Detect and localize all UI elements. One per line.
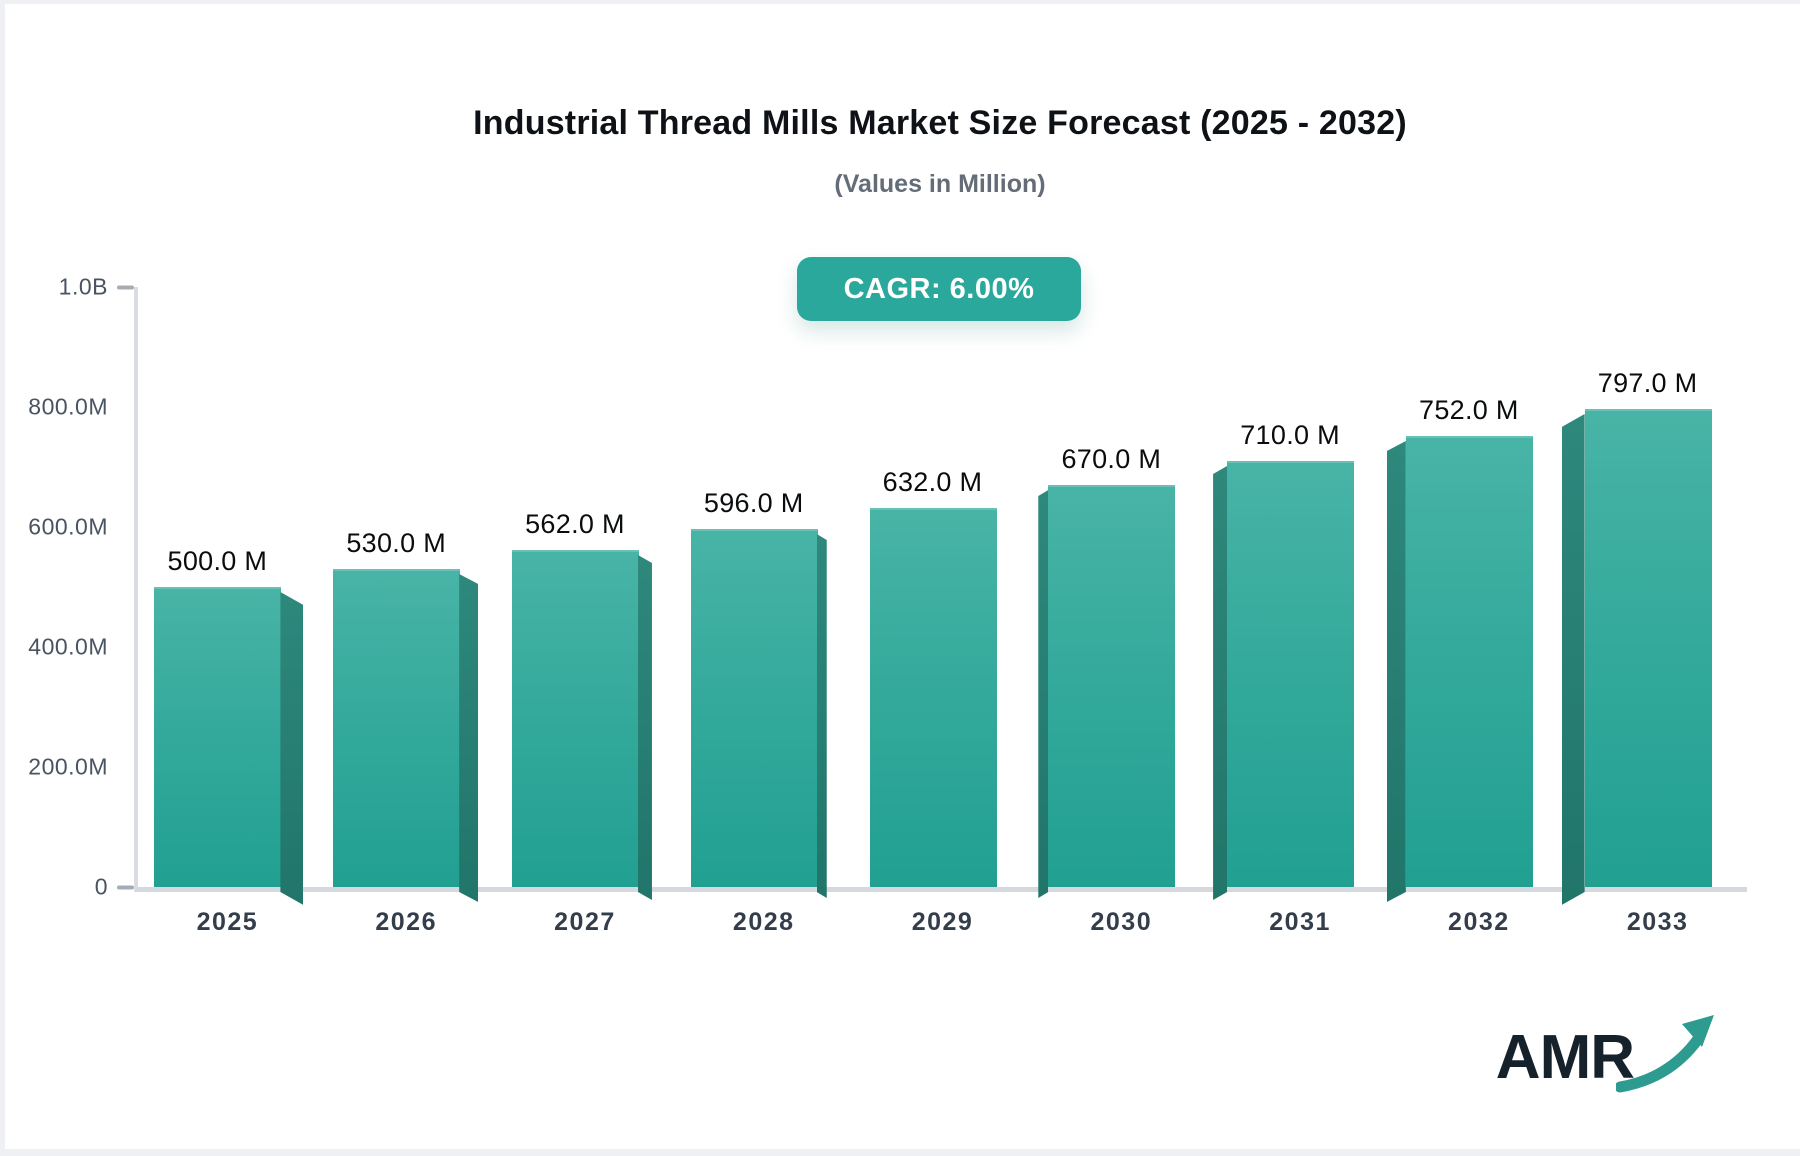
x-axis-label-2025: 2025 xyxy=(196,908,259,936)
bar-face xyxy=(154,587,282,887)
bar-side xyxy=(1562,414,1585,905)
bar-2033: 797.0 M xyxy=(1558,287,1737,887)
bar-face xyxy=(690,529,818,887)
plot-area: 500.0 M 530.0 M 562.0 M 596.0 M 632.0 M 670.0… xyxy=(134,287,1747,892)
bar-face xyxy=(1227,461,1355,887)
cagr-badge: CAGR: 6.00% xyxy=(797,257,1081,321)
bar-face xyxy=(333,569,461,887)
y-tick: 600.0M xyxy=(28,514,134,541)
bar-2025: 500.0 M xyxy=(128,287,307,887)
x-axis-label-2030: 2030 xyxy=(1090,908,1153,936)
bar-side xyxy=(280,592,303,905)
bar-side xyxy=(459,574,478,902)
bar-2029: 632.0 M xyxy=(843,287,1022,887)
y-tick: 0 xyxy=(95,874,134,901)
cagr-badge-label: CAGR: 6.00% xyxy=(843,272,1035,305)
y-tick: 200.0M xyxy=(28,754,134,781)
bar-2032: 752.0 M xyxy=(1379,287,1558,887)
amr-logo-text: AMR xyxy=(1495,1023,1635,1092)
bar-2026: 530.0 M xyxy=(307,287,486,887)
bar-value-label: 670.0 M xyxy=(1061,444,1162,474)
y-tick: 1.0B xyxy=(59,274,134,301)
chart-title: Industrial Thread Mills Market Size Fore… xyxy=(473,104,1407,142)
bar-side xyxy=(1387,441,1406,902)
amr-logo: AMR xyxy=(1495,1011,1720,1093)
y-tick-label: 0 xyxy=(94,873,108,900)
bar-2028: 596.0 M xyxy=(664,287,843,887)
bar-side xyxy=(1213,466,1227,900)
x-axis-labels: 2025 2026 2027 2028 2029 2030 2031 2032 2033 xyxy=(138,908,1747,937)
bar-2030: 670.0 M xyxy=(1022,287,1201,887)
x-axis-label-2028: 2028 xyxy=(732,908,795,936)
y-axis: 1.0B 800.0M 600.0M 400.0M 200.0M 0 xyxy=(28,274,134,900)
x-axis-label-2026: 2026 xyxy=(375,908,437,936)
chart-card: Industrial Thread Mills Market Size Fore… xyxy=(5,4,1800,1149)
bar-value-label: 797.0 M xyxy=(1597,368,1698,398)
bar-side xyxy=(638,555,652,900)
y-tick-label: 800.0M xyxy=(28,393,108,420)
bar-chart: 1.0B 800.0M 600.0M 400.0M 200.0M 0 500.0 M 530… xyxy=(28,274,1747,937)
x-axis-label-2033: 2033 xyxy=(1626,908,1689,936)
x-axis-label-2027: 2027 xyxy=(554,908,616,936)
x-axis-label-2031: 2031 xyxy=(1269,908,1331,936)
bars-row: 500.0 M 530.0 M 562.0 M 596.0 M 632.0 M 670.0… xyxy=(128,287,1737,887)
bar-face xyxy=(1405,436,1533,887)
growth-arrow-icon xyxy=(1616,1015,1714,1093)
bar-value-label: 530.0 M xyxy=(346,528,447,558)
y-tick-label: 200.0M xyxy=(28,753,108,780)
y-tick-dash xyxy=(117,285,134,289)
y-tick: 400.0M xyxy=(28,634,134,661)
bar-face xyxy=(1584,409,1712,887)
bar-value-label: 500.0 M xyxy=(167,546,268,576)
y-tick-label: 1.0B xyxy=(58,273,108,300)
chart-subtitle: (Values in Million) xyxy=(834,170,1046,198)
y-tick-dash xyxy=(117,885,134,889)
bar-value-label: 596.0 M xyxy=(703,488,804,518)
x-axis-label-2032: 2032 xyxy=(1448,908,1510,936)
bar-2027: 562.0 M xyxy=(486,287,665,887)
x-axis-label-2029: 2029 xyxy=(911,908,974,936)
bar-side xyxy=(817,534,827,898)
bar-2031: 710.0 M xyxy=(1201,287,1380,887)
y-tick-label: 400.0M xyxy=(28,633,108,660)
bar-value-label: 632.0 M xyxy=(882,467,983,497)
bar-value-label: 752.0 M xyxy=(1419,395,1519,425)
bar-side xyxy=(1038,490,1048,898)
bar-value-label: 710.0 M xyxy=(1240,420,1340,450)
bar-face xyxy=(511,550,639,887)
y-tick: 800.0M xyxy=(28,394,134,421)
bar-face xyxy=(1048,485,1176,887)
y-tick-label: 600.0M xyxy=(28,513,108,540)
bar-value-label: 562.0 M xyxy=(525,509,625,539)
bar-face xyxy=(869,508,997,887)
